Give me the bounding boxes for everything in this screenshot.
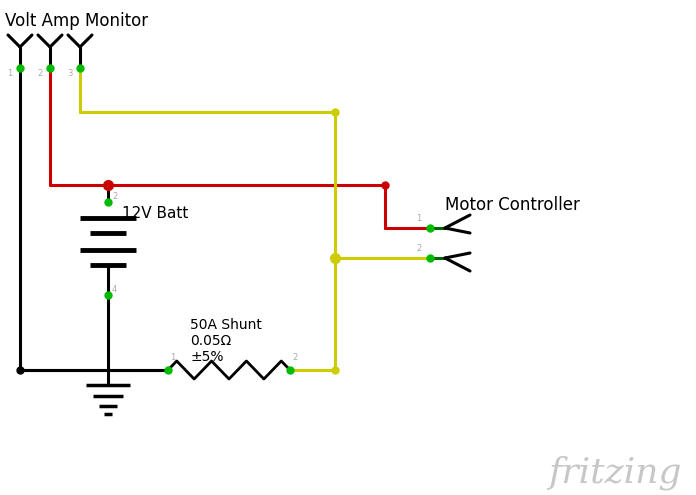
Text: 4: 4 bbox=[112, 285, 117, 294]
Text: 1: 1 bbox=[170, 353, 175, 362]
Text: 2: 2 bbox=[416, 244, 421, 253]
Text: 1: 1 bbox=[416, 214, 421, 223]
Text: fritzing: fritzing bbox=[548, 455, 681, 490]
Text: 2: 2 bbox=[112, 192, 117, 201]
Text: 2: 2 bbox=[37, 69, 42, 78]
Text: 1: 1 bbox=[7, 69, 13, 78]
Text: 2: 2 bbox=[292, 353, 297, 362]
Text: Volt Amp Monitor: Volt Amp Monitor bbox=[5, 12, 148, 30]
Text: 50A Shunt
0.05Ω
±5%: 50A Shunt 0.05Ω ±5% bbox=[190, 318, 262, 364]
Text: 3: 3 bbox=[67, 69, 72, 78]
Text: Motor Controller: Motor Controller bbox=[445, 196, 580, 214]
Text: 12V Batt: 12V Batt bbox=[122, 206, 189, 221]
